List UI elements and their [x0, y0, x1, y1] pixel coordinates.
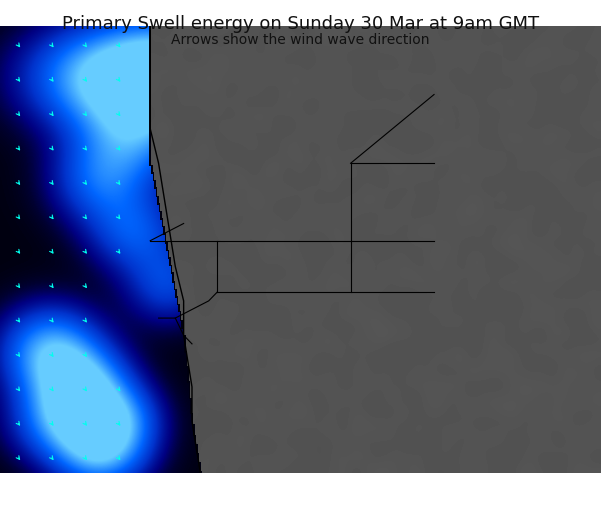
Text: Primary Swell energy on Sunday 30 Mar at 9am GMT: Primary Swell energy on Sunday 30 Mar at… [62, 15, 539, 33]
Text: Arrows show the wind wave direction: Arrows show the wind wave direction [171, 33, 430, 47]
